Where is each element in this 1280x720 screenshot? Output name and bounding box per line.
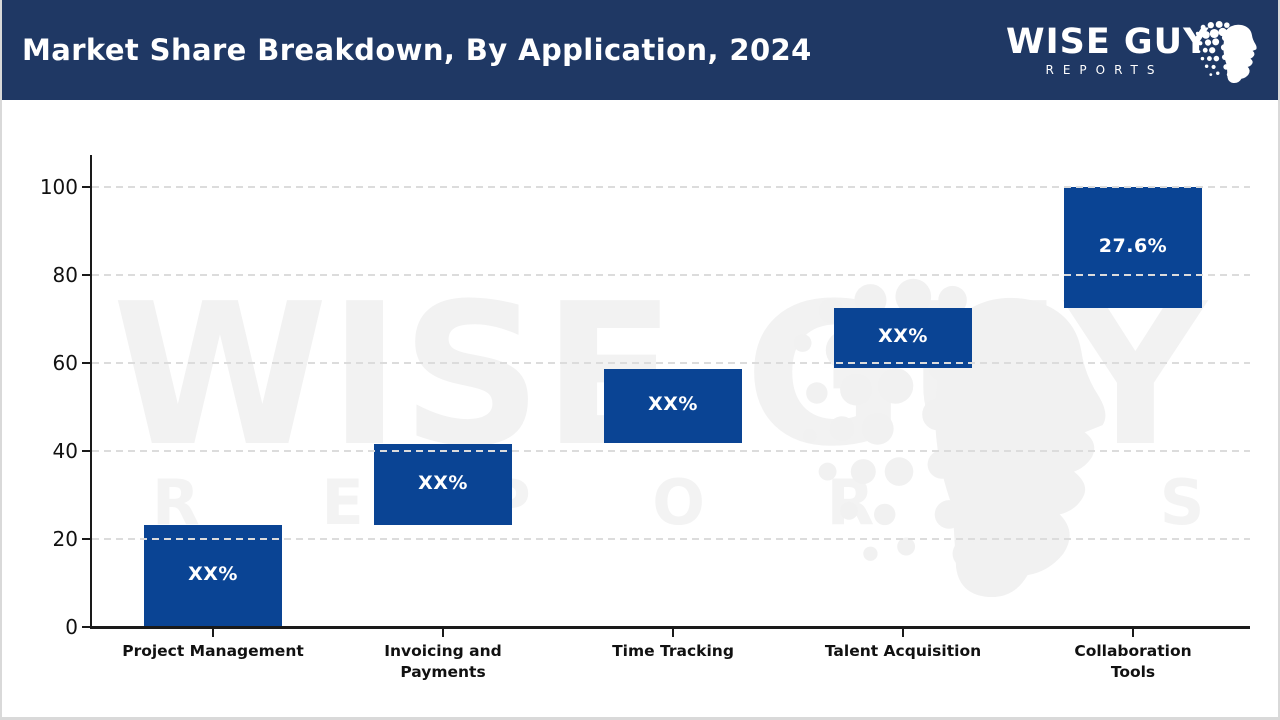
chart-title: Market Share Breakdown, By Application, … bbox=[22, 33, 812, 67]
bar-invoicing-and-payments bbox=[374, 444, 512, 525]
bar-value-label: XX% bbox=[878, 325, 928, 348]
bar-talent-acquisition bbox=[834, 308, 972, 368]
x-tick-mark bbox=[902, 629, 904, 637]
y-tick-mark bbox=[82, 626, 90, 628]
y-tick-mark bbox=[82, 538, 90, 540]
y-tick-mark bbox=[82, 362, 90, 364]
x-tick-mark bbox=[672, 629, 674, 637]
logo-brand-label: WISE GUY bbox=[1006, 22, 1210, 62]
x-category-label: Invoicing and Payments bbox=[333, 641, 553, 683]
x-category-label: Project Management bbox=[103, 641, 323, 662]
x-category-label-line: Project Management bbox=[122, 642, 304, 660]
bar-time-tracking bbox=[604, 369, 742, 444]
y-tick-label: 20 bbox=[52, 527, 78, 551]
x-category-label-line: Collaboration bbox=[1074, 642, 1192, 660]
x-category-label: Talent Acquisition bbox=[793, 641, 1013, 662]
x-category-label-line: Tools bbox=[1110, 663, 1156, 681]
x-tick-mark bbox=[442, 629, 444, 637]
watermark-head-profile-icon bbox=[793, 278, 1106, 598]
bar-value-label: XX% bbox=[648, 393, 698, 416]
head-profile-logo-icon bbox=[1195, 20, 1257, 84]
x-axis-line bbox=[90, 626, 1250, 629]
y-tick-label: 80 bbox=[52, 263, 78, 287]
bar-collaboration-tools bbox=[1064, 187, 1202, 309]
gridline-40 bbox=[92, 450, 1250, 452]
x-category-label-line: Invoicing and bbox=[384, 642, 502, 660]
gridline-60 bbox=[92, 362, 1250, 364]
y-tick-mark bbox=[82, 450, 90, 452]
gridline-20 bbox=[92, 538, 1250, 540]
x-category-label-line: Talent Acquisition bbox=[824, 642, 982, 660]
brand-logo: WISE GUY REPORTS bbox=[1006, 5, 1270, 95]
chart-area: WISE GUY R E P O R T S 020406080100XX%Pr… bbox=[2, 100, 1278, 717]
x-category-label: Time Tracking bbox=[563, 641, 783, 662]
header-banner: Market Share Breakdown, By Application, … bbox=[2, 0, 1278, 100]
y-tick-label: 100 bbox=[39, 175, 78, 199]
y-axis-line bbox=[90, 155, 92, 629]
bar-value-label: XX% bbox=[418, 471, 468, 494]
bar-value-label: XX% bbox=[188, 562, 238, 585]
gridline-100 bbox=[92, 186, 1250, 188]
y-tick-mark bbox=[82, 186, 90, 188]
brand-logo-text: WISE GUY REPORTS bbox=[1006, 22, 1210, 77]
x-tick-mark bbox=[212, 629, 214, 637]
x-category-label: Collaboration Tools bbox=[1023, 641, 1243, 683]
logo-reports-label: REPORTS bbox=[1045, 63, 1164, 77]
x-category-label-line: Payments bbox=[400, 663, 486, 681]
gridline-80 bbox=[92, 274, 1250, 276]
bar-value-label: 27.6% bbox=[1098, 234, 1168, 257]
y-tick-label: 40 bbox=[52, 439, 78, 463]
x-tick-mark bbox=[1132, 629, 1134, 637]
y-tick-mark bbox=[82, 274, 90, 276]
x-category-label-line: Time Tracking bbox=[612, 642, 734, 660]
y-tick-label: 60 bbox=[52, 351, 78, 375]
y-tick-label: 0 bbox=[65, 615, 78, 639]
bar-project-management bbox=[144, 524, 282, 627]
